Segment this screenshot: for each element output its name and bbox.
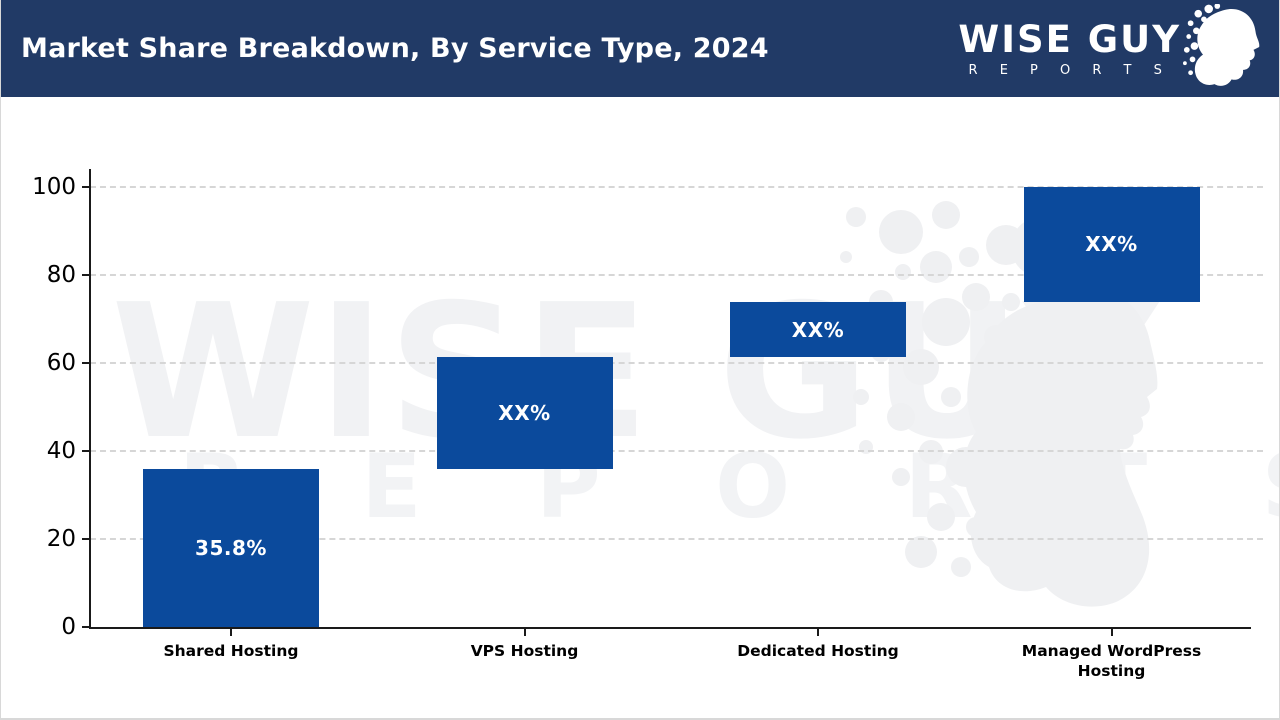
header-bar: Market Share Breakdown, By Service Type,… xyxy=(1,0,1279,97)
grid-line xyxy=(90,362,1263,364)
grid-line xyxy=(90,538,1263,540)
bar: 35.8% xyxy=(143,469,319,627)
y-tick-label: 20 xyxy=(46,526,76,552)
plot: 0 20 40 60 80 100 35.8% Shared Hosting XX% VPS Ho… xyxy=(1,97,1279,718)
dotted-head-watermark-icon xyxy=(791,192,1191,656)
x-category-label: Shared Hosting xyxy=(163,642,299,660)
x-axis-line xyxy=(89,627,1251,629)
bar: XX% xyxy=(730,301,906,358)
y-axis-tick xyxy=(82,450,90,452)
page-title: Market Share Breakdown, By Service Type,… xyxy=(21,33,769,64)
y-tick-label: 80 xyxy=(46,262,76,288)
bar-value-label: XX% xyxy=(791,317,845,342)
brand-name: WISE GUY xyxy=(958,17,1181,61)
grid-line xyxy=(90,450,1263,452)
grid-line xyxy=(90,274,1263,276)
x-axis-tick xyxy=(230,629,232,636)
x-axis-tick xyxy=(1110,629,1113,636)
bar: XX% xyxy=(436,357,613,470)
chart-area: WISE GUY R E P O R T S 0 20 40 60 80 100 35.8%… xyxy=(1,97,1279,718)
grid-line xyxy=(90,186,1263,188)
dotted-face-icon xyxy=(1183,2,1263,94)
brand-logo-text: WISE GUY R E P O R T S xyxy=(958,21,1181,77)
x-axis-tick xyxy=(817,629,819,636)
y-axis-tick xyxy=(82,626,90,628)
bar-value-label: XX% xyxy=(1085,232,1138,257)
x-category-label: Managed WordPress Hosting xyxy=(1021,642,1202,681)
y-axis-tick xyxy=(82,362,90,364)
bar-value-label: XX% xyxy=(498,401,551,426)
bar: XX% xyxy=(1023,187,1200,302)
y-tick-label: 60 xyxy=(46,350,76,376)
y-axis-line xyxy=(89,169,91,629)
y-tick-label: 100 xyxy=(32,174,76,200)
x-axis-tick xyxy=(523,629,526,636)
y-axis-tick xyxy=(82,186,90,188)
x-category-label: VPS Hosting xyxy=(470,642,579,660)
y-axis-tick xyxy=(82,274,90,276)
bar-value-label: 35.8% xyxy=(195,536,267,561)
y-tick-label: 0 xyxy=(61,614,76,640)
y-axis-tick xyxy=(82,538,90,540)
y-tick-label: 40 xyxy=(46,438,76,464)
brand-subname: R E P O R T S xyxy=(968,62,1171,78)
brand-logo: WISE GUY R E P O R T S xyxy=(958,2,1263,94)
x-category-label: Dedicated Hosting xyxy=(737,642,899,660)
